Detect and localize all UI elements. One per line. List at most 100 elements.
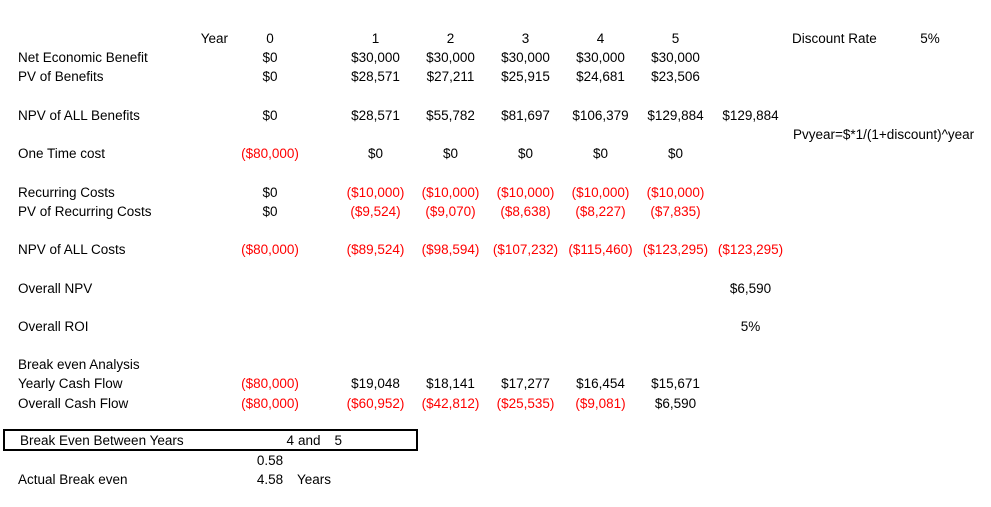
npv-all-costs-row: NPV of ALL Costs ($80,000) ($89,524) ($9… (0, 240, 991, 259)
value-cell: ($60,952) (346, 395, 405, 411)
value-cell: $25,915 (501, 69, 550, 85)
total-cell: 5% (740, 318, 761, 334)
row-label: NPV of ALL Benefits (18, 107, 140, 123)
year-header-row: Year 0 1 2 3 4 5 Discount Rate 5% (0, 29, 991, 48)
value-cell: $30,000 (351, 50, 400, 66)
value-cell: $17,277 (501, 376, 550, 392)
value-cell: $0 (367, 146, 384, 162)
row-label: Actual Break even (18, 472, 128, 488)
value-cell: $30,000 (576, 50, 625, 66)
value-cell: $0 (262, 69, 278, 85)
value-cell: $19,048 (351, 376, 400, 392)
value-cell: ($10,000) (421, 184, 480, 200)
value-cell: $0 (262, 107, 278, 123)
blank-row (0, 336, 991, 355)
row-label: Overall NPV (18, 280, 93, 296)
pv-formula-note: Pvyear=$*1/(1+discount)^year (793, 127, 975, 143)
one-time-cost-row: One Time cost ($80,000) $0 $0 $0 $0 $0 (0, 144, 991, 163)
pv-recurring-costs-row: PV of Recurring Costs $0 ($9,524) ($9,07… (0, 202, 991, 221)
value-cell: $28,571 (351, 69, 400, 85)
value-cell: ($42,812) (421, 395, 480, 411)
value-cell: $27,211 (426, 69, 475, 85)
actual-break-even-row: Actual Break even 4.58 Years (0, 470, 991, 489)
value-cell: ($123,295) (642, 242, 709, 258)
year-col-1: 1 (371, 31, 380, 47)
row-label: Recurring Costs (18, 184, 115, 200)
unit-label: Years (297, 472, 332, 488)
overall-cash-flow-row: Overall Cash Flow ($80,000) ($60,952) ($… (0, 394, 991, 413)
year-col-2: 2 (446, 31, 455, 47)
npv-all-benefits-row: NPV of ALL Benefits $0 $28,571 $55,782 $… (0, 106, 991, 125)
break-even-analysis-row: Break even Analysis (0, 355, 991, 374)
value-cell: ($10,000) (571, 184, 630, 200)
discount-rate-label: Discount Rate (792, 31, 877, 47)
value-cell: ($9,081) (575, 395, 626, 411)
row-label: Overall ROI (18, 318, 89, 334)
value-cell: $30,000 (426, 50, 475, 66)
formula-note-row: Pvyear=$*1/(1+discount)^year (0, 125, 991, 144)
row-label: Yearly Cash Flow (18, 376, 123, 392)
value-cell: $16,454 (576, 376, 625, 392)
value-cell: ($89,524) (346, 242, 405, 258)
value-cell: $24,681 (576, 69, 625, 85)
overall-roi-row: Overall ROI 5% (0, 317, 991, 336)
value-cell: ($80,000) (241, 146, 299, 162)
value-cell: ($98,594) (421, 242, 480, 258)
pv-of-benefits-row: PV of Benefits $0 $28,571 $27,211 $25,91… (0, 67, 991, 86)
year-col-0: 0 (266, 31, 274, 47)
value-cell: ($10,000) (346, 184, 405, 200)
value-cell: ($80,000) (241, 395, 299, 411)
row-label: One Time cost (18, 146, 106, 162)
value-cell: ($80,000) (241, 242, 299, 258)
discount-rate-value: 5% (920, 31, 940, 47)
year-header-label: Year (200, 31, 228, 47)
value-cell: $18,141 (426, 376, 475, 392)
value-cell: 4.58 (256, 472, 284, 488)
value-cell: $55,782 (426, 107, 475, 123)
value-cell: ($9,070) (425, 203, 476, 219)
value-cell: $28,571 (351, 107, 400, 123)
row-label: Net Economic Benefit (18, 50, 148, 66)
break-even-year-end: 5 (334, 432, 343, 448)
value-cell: $0 (262, 50, 278, 66)
break-even-year-start: 4 (286, 432, 294, 448)
break-even-conjunction: and (298, 432, 321, 448)
box-label: Break Even Between Years (20, 432, 184, 448)
recurring-costs-row: Recurring Costs $0 ($10,000) ($10,000) (… (0, 183, 991, 202)
year-col-5: 5 (671, 31, 680, 47)
value-cell: ($7,835) (650, 203, 701, 219)
value-cell: $0 (262, 184, 278, 200)
section-label: Break even Analysis (18, 357, 140, 373)
value-cell: $81,697 (501, 107, 550, 123)
value-cell: $106,379 (572, 107, 629, 123)
row-label: NPV of ALL Costs (18, 242, 126, 258)
blank-row (0, 163, 991, 182)
break-even-fraction-row: 0.58 (0, 451, 991, 470)
value-cell: $15,671 (651, 376, 700, 392)
total-cell: $6,590 (729, 280, 772, 296)
value-cell: ($10,000) (646, 184, 705, 200)
value-cell: $30,000 (651, 50, 700, 66)
value-cell: ($80,000) (241, 376, 299, 392)
value-cell: ($8,638) (500, 203, 551, 219)
value-cell: ($25,535) (496, 395, 555, 411)
value-cell: ($107,232) (492, 242, 559, 258)
value-cell: ($115,460) (568, 242, 633, 258)
value-cell: $0 (442, 146, 459, 162)
blank-row (0, 87, 991, 106)
value-cell: $0 (667, 146, 684, 162)
value-cell: ($8,227) (575, 203, 626, 219)
value-cell: $6,590 (654, 395, 697, 411)
overall-npv-row: Overall NPV $6,590 (0, 278, 991, 297)
total-cell: $129,884 (722, 107, 779, 123)
value-cell: 0.58 (256, 453, 284, 469)
value-cell: $0 (262, 203, 278, 219)
year-col-4: 4 (596, 31, 605, 47)
value-cell: $0 (517, 146, 534, 162)
net-economic-benefit-row: Net Economic Benefit $0 $30,000 $30,000 … (0, 48, 991, 67)
blank-row (0, 259, 991, 278)
value-cell: $0 (592, 146, 609, 162)
value-cell: $23,506 (651, 69, 700, 85)
blank-row (0, 221, 991, 240)
